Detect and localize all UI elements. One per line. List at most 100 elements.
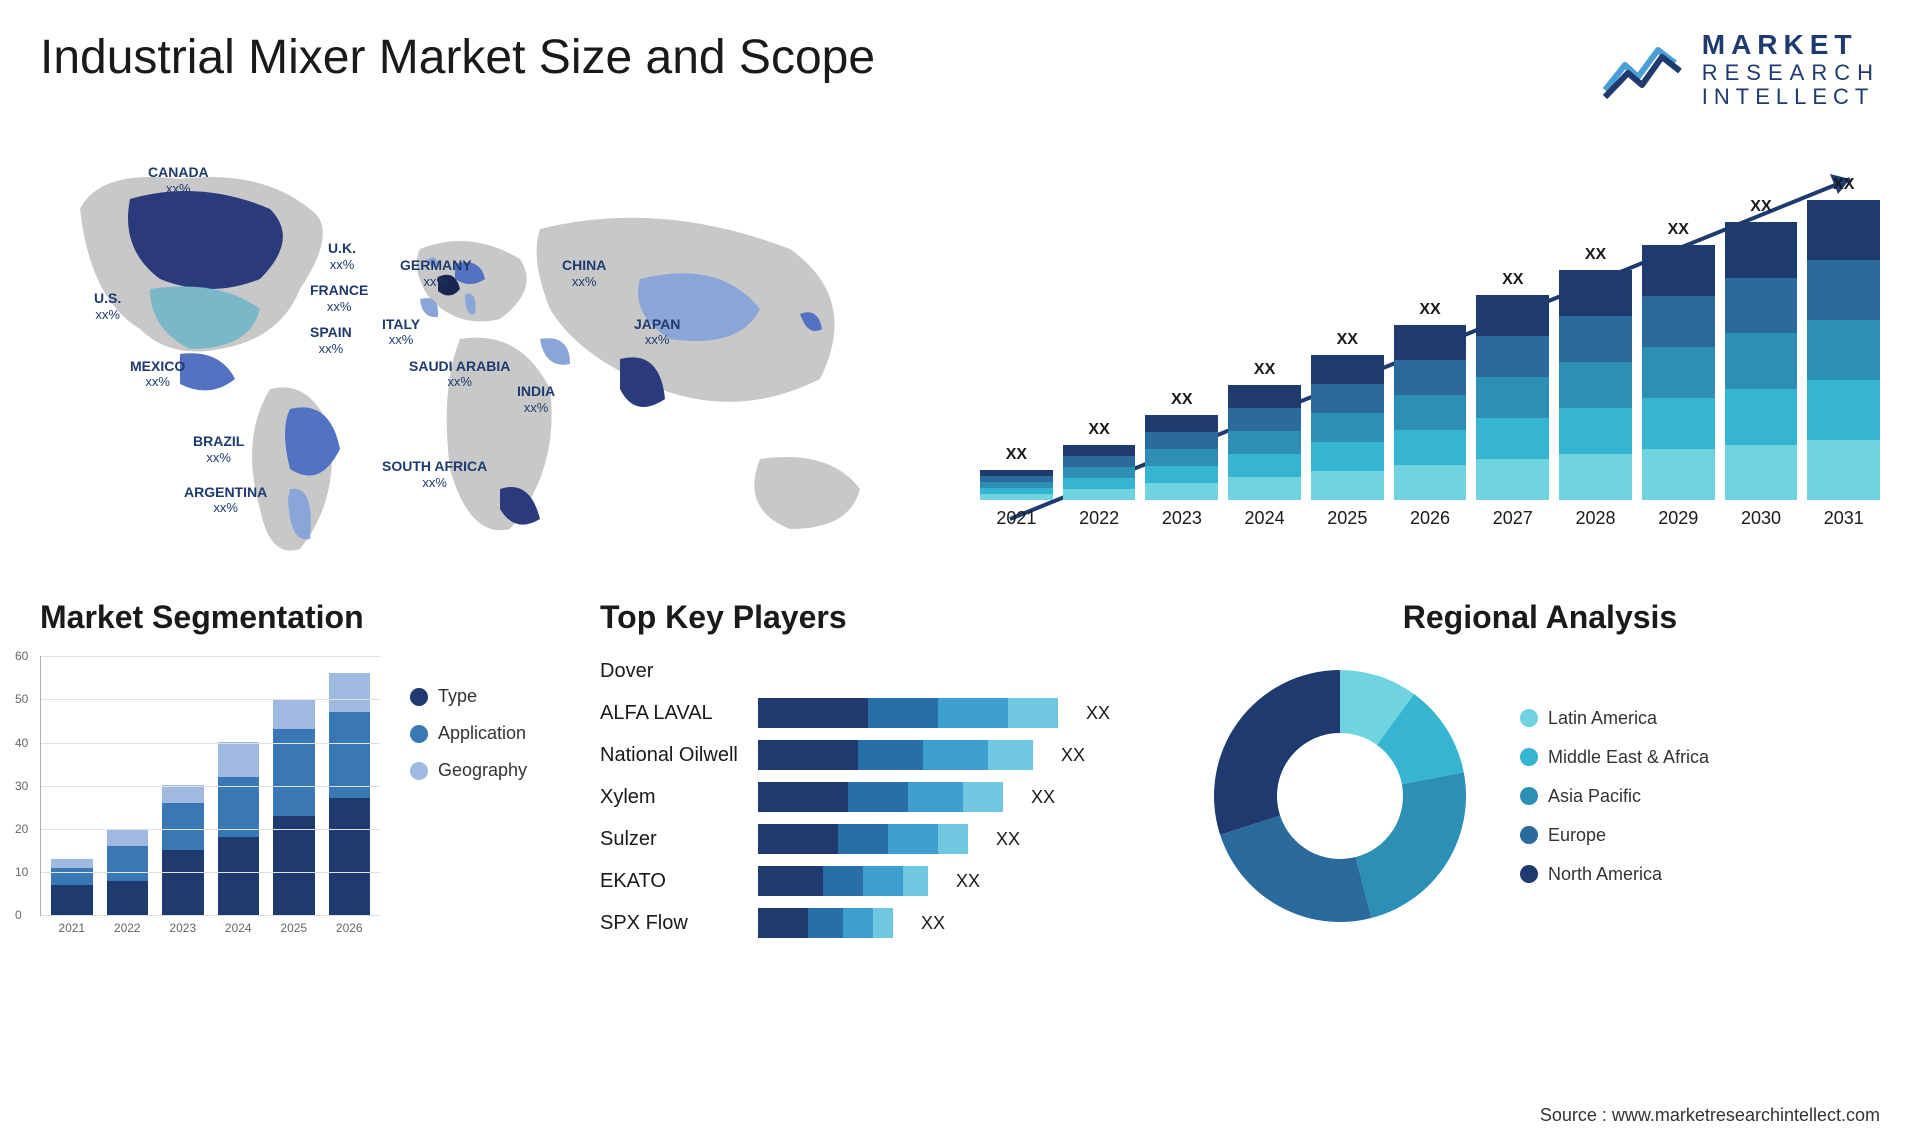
growth-year-label: 2025 (1327, 508, 1367, 529)
logo-line3: INTELLECT (1702, 85, 1880, 109)
growth-year-label: 2023 (1162, 508, 1202, 529)
player-value: XX (1061, 745, 1085, 766)
player-name: National Oilwell (600, 744, 740, 767)
world-map-panel: CANADAxx%U.S.xx%MEXICOxx%BRAZILxx%ARGENT… (40, 139, 940, 559)
seg-bar-2026: 2026 (329, 673, 371, 916)
region-legend-item: Middle East & Africa (1520, 747, 1709, 768)
player-name: Xylem (600, 786, 740, 809)
seg-ytick: 30 (15, 779, 28, 793)
growth-value-label: XX (1254, 361, 1275, 379)
map-label-u-k-: U.K.xx% (328, 240, 356, 272)
map-label-south-africa: SOUTH AFRICAxx% (382, 458, 487, 490)
player-bar (758, 824, 968, 854)
map-label-france: FRANCExx% (310, 282, 368, 314)
header: Industrial Mixer Market Size and Scope M… (40, 30, 1880, 109)
growth-year-label: 2021 (996, 508, 1036, 529)
growth-bar-2023: XX 2023 (1145, 391, 1218, 529)
regional-legend: Latin America Middle East & Africa Asia Pa… (1520, 708, 1709, 885)
seg-xlabel: 2021 (58, 921, 85, 935)
growth-chart-panel: XX2021XX2022XX2023XX2024XX2025XX2026XX20… (980, 139, 1880, 559)
region-legend-item: Latin America (1520, 708, 1709, 729)
map-mexico (180, 353, 235, 390)
segmentation-section: Market Segmentation 20212022202320242025… (40, 599, 560, 950)
growth-bar-2025: XX2025 (1311, 331, 1384, 529)
region-legend-item: Asia Pacific (1520, 786, 1709, 807)
growth-year-label: 2028 (1575, 508, 1615, 529)
seg-xlabel: 2022 (114, 921, 141, 935)
map-label-japan: JAPANxx% (634, 316, 680, 348)
donut-slice-asia-pacific (1356, 773, 1466, 919)
map-label-china: CHINAxx% (562, 257, 606, 289)
growth-stacked-bar-chart: XX2021XX2022XX2023XX2024XX2025XX2026XX20… (980, 159, 1880, 529)
growth-bar-2029: XX2029 (1642, 221, 1715, 529)
seg-ytick: 50 (15, 692, 28, 706)
segmentation-title: Market Segmentation (40, 599, 560, 636)
region-legend-item: North America (1520, 864, 1709, 885)
seg-ytick: 60 (15, 649, 28, 663)
map-label-india: INDIAxx% (517, 383, 555, 415)
growth-bar-2021: XX 2021 (980, 446, 1053, 529)
growth-bar-2022: XX 2022 (1063, 421, 1136, 529)
growth-value-label: XX (1006, 446, 1027, 464)
map-label-u-s-: U.S.xx% (94, 290, 121, 322)
seg-xlabel: 2026 (336, 921, 363, 935)
seg-xlabel: 2024 (225, 921, 252, 935)
player-bar (758, 740, 1033, 770)
seg-bar-2021: 2021 (51, 859, 93, 915)
growth-value-label: XX (1502, 271, 1523, 289)
key-players-section: Top Key Players Dover ALFA LAVALXX Nationa… (600, 599, 1160, 950)
player-row: Xylem XX (600, 782, 1160, 812)
player-bar (758, 782, 1003, 812)
growth-value-label: XX (1585, 246, 1606, 264)
growth-value-label: XX (1668, 221, 1689, 239)
regional-section: Regional Analysis Latin America Middle Ea… (1200, 599, 1880, 950)
logo-line2: RESEARCH (1702, 61, 1880, 85)
regional-donut-chart (1200, 656, 1480, 936)
player-row: National Oilwell XX (600, 740, 1160, 770)
growth-year-label: 2030 (1741, 508, 1781, 529)
seg-xlabel: 2025 (280, 921, 307, 935)
source-text: Source : www.marketresearchintellect.com (1540, 1105, 1880, 1126)
map-label-saudi-arabia: SAUDI ARABIAxx% (409, 358, 510, 390)
growth-value-label: XX (1419, 301, 1440, 319)
player-row: SPX Flow XX (600, 908, 1160, 938)
segmentation-chart: 202120222023202420252026 0102030405060 (40, 656, 380, 916)
regional-title: Regional Analysis (1200, 599, 1880, 636)
player-value: XX (1031, 787, 1055, 808)
growth-value-label: XX (1750, 198, 1771, 216)
seg-legend-item: Geography (410, 760, 527, 781)
player-row: ALFA LAVALXX (600, 698, 1160, 728)
growth-value-label: XX (1171, 391, 1192, 409)
player-value: XX (921, 913, 945, 934)
growth-year-label: 2027 (1493, 508, 1533, 529)
player-row: Dover (600, 656, 1160, 686)
growth-bar-2027: XX 2027 (1476, 271, 1549, 529)
player-name: Sulzer (600, 828, 740, 851)
logo: MARKET RESEARCH INTELLECT (1600, 30, 1880, 109)
player-row: Sulzer XX (600, 824, 1160, 854)
map-label-brazil: BRAZILxx% (193, 433, 244, 465)
player-name: SPX Flow (600, 912, 740, 935)
map-saudi (540, 338, 570, 364)
bottom-row: Market Segmentation 20212022202320242025… (40, 599, 1880, 950)
map-label-mexico: MEXICOxx% (130, 358, 185, 390)
player-bar (758, 698, 1058, 728)
player-bar (758, 866, 928, 896)
growth-year-label: 2022 (1079, 508, 1119, 529)
player-value: XX (996, 829, 1020, 850)
seg-legend-item: Application (410, 723, 527, 744)
region-legend-item: Europe (1520, 825, 1709, 846)
map-label-argentina: ARGENTINAxx% (184, 484, 267, 516)
key-players-chart: DoverALFA LAVALXXNational OilwellXXXylem… (600, 656, 1160, 938)
growth-bar-2030: XX 2030 (1725, 198, 1798, 529)
key-players-title: Top Key Players (600, 599, 1160, 636)
growth-year-label: 2031 (1824, 508, 1864, 529)
growth-value-label: XX (1088, 421, 1109, 439)
donut-slice-north-america (1214, 670, 1340, 835)
seg-legend-item: Type (410, 686, 527, 707)
seg-ytick: 20 (15, 822, 28, 836)
player-row: EKATOXX (600, 866, 1160, 896)
player-bar (758, 908, 893, 938)
seg-xlabel: 2023 (169, 921, 196, 935)
player-value: XX (1086, 703, 1110, 724)
